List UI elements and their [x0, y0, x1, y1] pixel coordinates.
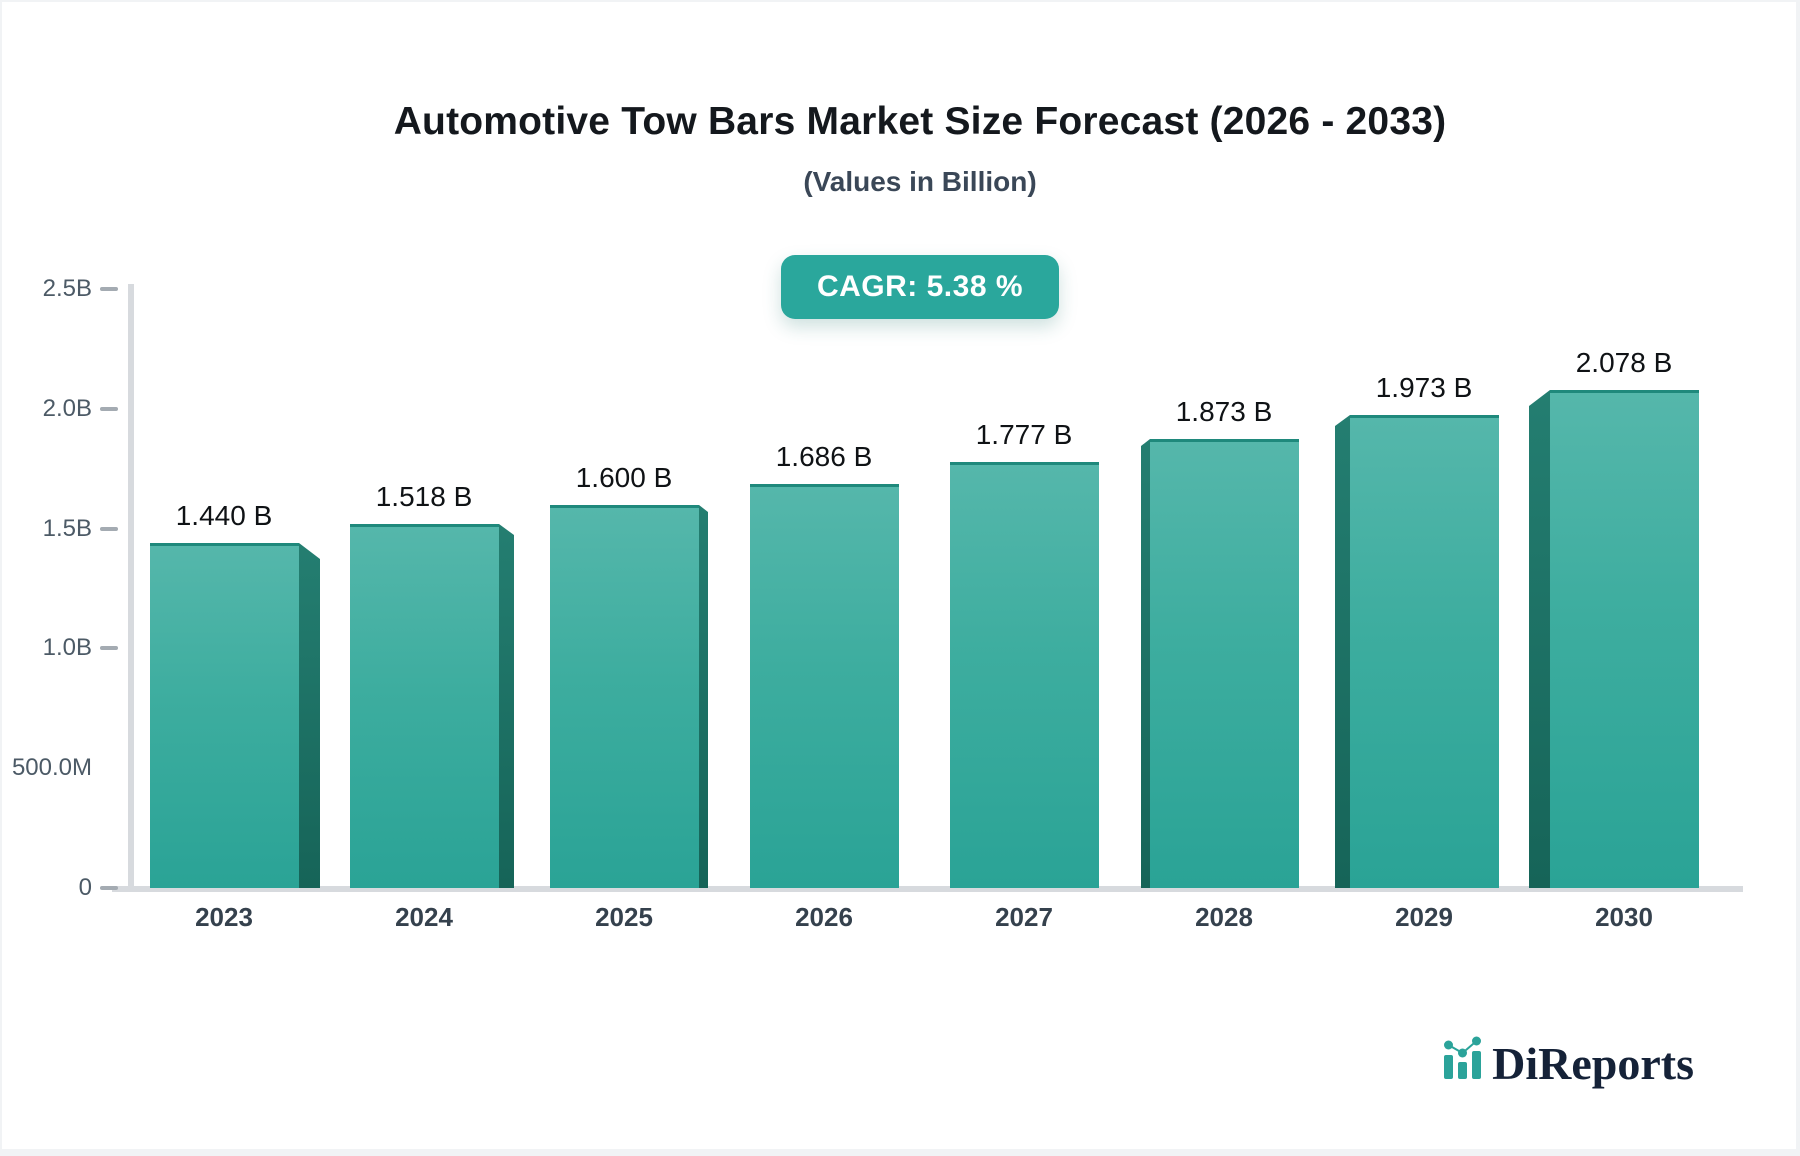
bar-value-label: 2.078 B — [1575, 347, 1673, 378]
bar-front-face — [1150, 439, 1299, 888]
x-category-label: 2028 — [1195, 902, 1253, 932]
y-tick-dash — [100, 287, 118, 291]
mini-bar-chart-icon — [1444, 1036, 1482, 1079]
y-axis-line — [128, 284, 134, 892]
y-tick-label: 2.5B — [42, 275, 92, 302]
bar-value-label: 1.777 B — [975, 419, 1073, 450]
bar-value-label: 1.600 B — [575, 462, 673, 493]
bar-side-face — [1529, 390, 1550, 888]
x-category-label: 2023 — [195, 902, 253, 932]
x-category-label: 2026 — [795, 902, 853, 932]
bar-front-face — [950, 462, 1099, 888]
bar-front-face — [750, 484, 899, 888]
bar-side-face — [1335, 415, 1350, 888]
page-edge-right — [1796, 0, 1800, 1156]
bar-value-label: 1.873 B — [1175, 396, 1273, 427]
bar-side-face — [299, 543, 320, 888]
y-tick-dash — [100, 407, 118, 411]
bar-side-face — [1141, 439, 1150, 888]
y-tick-dash — [100, 527, 118, 531]
y-tick-dash — [100, 646, 118, 650]
y-tick-label: 2.0B — [42, 395, 92, 422]
direports-logo: DiReports — [1442, 1036, 1694, 1088]
logo-text: DiReports — [1492, 1038, 1694, 1089]
x-axis-line — [112, 886, 1743, 892]
cagr-badge: CAGR: 5.38 % — [780, 255, 1060, 319]
bar-value-label: 1.686 B — [775, 441, 873, 472]
bar-front-face — [350, 524, 499, 888]
bar-value-label: 1.518 B — [375, 481, 473, 512]
chart-subtitle: (Values in Billion) — [803, 166, 1037, 197]
bar-front-face — [550, 505, 699, 888]
chart-title: Automotive Tow Bars Market Size Forecast… — [393, 100, 1447, 143]
y-tick-label: 500.0M — [11, 754, 92, 781]
y-tick-label: 1.5B — [42, 515, 92, 542]
bar-value-label: 1.973 B — [1375, 372, 1473, 403]
y-tick-label: 0 — [78, 874, 92, 901]
x-category-label: 2029 — [1395, 902, 1453, 932]
x-category-label: 2030 — [1595, 902, 1653, 932]
page-edge-bottom — [0, 1149, 1800, 1156]
page-edge-left — [0, 0, 2, 1156]
bar-front-face — [1550, 390, 1699, 888]
y-tick-label: 1.0B — [42, 634, 92, 661]
bar-side-face — [699, 505, 708, 888]
x-category-label: 2027 — [995, 902, 1053, 932]
x-category-label: 2025 — [595, 902, 653, 932]
bar-value-label: 1.440 B — [175, 500, 273, 531]
bar-front-face — [150, 543, 299, 888]
page-edge-top — [0, 0, 1800, 2]
bar-side-face — [499, 524, 514, 888]
cagr-badge-wrap: CAGR: 5.38 % — [40, 255, 1800, 319]
x-category-label: 2024 — [395, 902, 453, 932]
bar-front-face — [1350, 415, 1499, 888]
y-tick-dash — [100, 886, 118, 890]
